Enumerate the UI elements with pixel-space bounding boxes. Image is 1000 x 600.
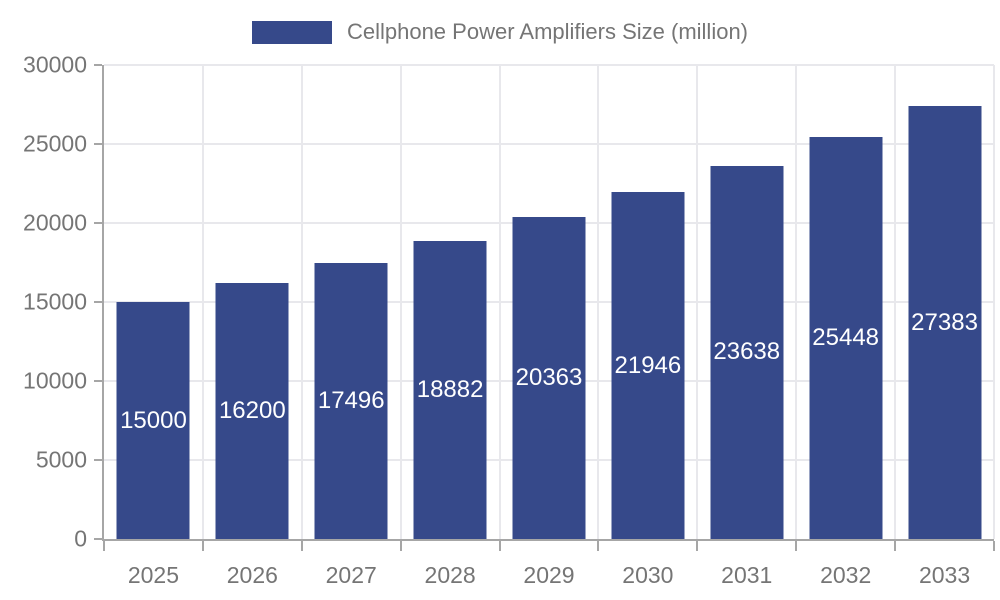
x-grid-line	[795, 65, 798, 539]
y-grid-line	[104, 64, 994, 66]
bar-value-label: 17496	[317, 386, 385, 414]
bar[interactable]: 17496	[314, 262, 388, 539]
bar-value-label: 23638	[713, 338, 781, 366]
bar[interactable]: 25448	[809, 136, 883, 539]
x-grid-line	[993, 65, 995, 539]
x-grid-line	[597, 65, 600, 539]
legend-swatch[interactable]	[251, 20, 332, 44]
x-axis-label: 2028	[424, 562, 476, 588]
bar-value-label: 16200	[218, 397, 286, 425]
y-tick	[94, 459, 102, 461]
x-tick	[498, 541, 501, 551]
bar[interactable]: 23638	[710, 165, 784, 539]
y-axis-label: 20000	[23, 209, 87, 236]
bar-value-label: 18882	[416, 375, 484, 403]
x-axis-label: 2026	[226, 562, 278, 588]
y-axis-label: 15000	[23, 288, 87, 315]
y-tick	[94, 301, 102, 303]
y-tick	[94, 379, 102, 382]
y-tick	[94, 142, 102, 145]
x-grid-line	[300, 65, 303, 539]
x-tick	[201, 541, 204, 551]
legend-label: Cellphone Power Amplifiers Size (million…	[346, 19, 749, 44]
plot-area: 0 5000 10000 15000 20000 25000 30000 2025 2026 2…	[23, 52, 995, 588]
bar-value-label: 27383	[911, 308, 978, 336]
x-tick	[795, 541, 798, 551]
y-axis-label: 25000	[23, 130, 87, 157]
chart-legend: Cellphone Power Amplifiers Size (million…	[0, 19, 1000, 45]
x-tick	[300, 541, 303, 551]
x-axis-label: 2029	[523, 562, 575, 588]
bar-value-label: 20363	[515, 364, 583, 392]
bar[interactable]: 20363	[512, 217, 586, 539]
y-axis-label: 10000	[23, 367, 87, 394]
x-axis-label: 2027	[325, 562, 377, 588]
bar-value-label: 25448	[812, 323, 880, 351]
bar-value-label: 21946	[614, 351, 682, 379]
bar[interactable]: 18882	[413, 240, 487, 539]
x-grid-line	[894, 65, 897, 539]
x-axis-label: 2025	[127, 562, 180, 588]
bar-value-label: 15000	[120, 406, 187, 434]
y-axis-label: 0	[74, 525, 87, 552]
x-grid-line	[201, 65, 204, 539]
x-tick	[894, 541, 897, 551]
y-grid-line	[104, 142, 994, 145]
x-tick	[597, 541, 600, 551]
x-axis-label: 2031	[721, 562, 773, 588]
y-axis-label: 30000	[23, 51, 87, 78]
bar[interactable]: 16200	[215, 283, 289, 539]
x-axis-label: 2032	[820, 562, 872, 588]
x-tick	[696, 541, 699, 551]
x-tick	[399, 541, 402, 551]
x-axis-label: 2030	[622, 562, 674, 588]
y-axis-label: 5000	[35, 446, 87, 473]
x-tick	[103, 541, 105, 551]
bar[interactable]: 21946	[611, 192, 685, 539]
x-tick	[993, 541, 995, 551]
x-grid-line	[696, 65, 699, 539]
x-grid-line	[498, 65, 501, 539]
bar[interactable]: 15000	[116, 302, 190, 539]
bar[interactable]: 27383	[908, 106, 982, 539]
x-grid-line	[399, 65, 402, 539]
y-tick	[94, 538, 102, 540]
y-tick	[94, 64, 102, 66]
y-tick	[94, 221, 102, 224]
x-axis-label: 2033	[918, 562, 971, 588]
